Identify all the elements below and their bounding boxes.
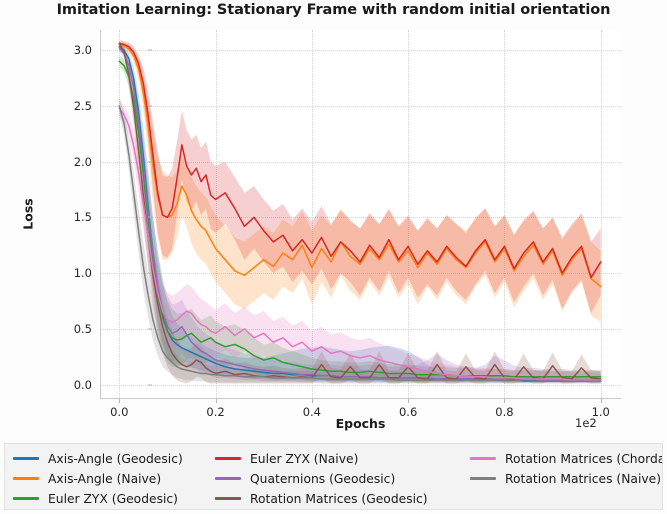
- legend-column-2: Euler ZYX (Naive) Quaternions (Geodesic) R…: [215, 449, 428, 509]
- legend-item[interactable]: Rotation Matrices (Chordal): [470, 449, 663, 468]
- y-axis-tick-labels: 0.0 0.5 1.0 1.5 2.0 2.5 3.0: [52, 30, 152, 398]
- legend-label: Rotation Matrices (Chordal): [505, 451, 663, 466]
- y-tick-mark: [148, 272, 152, 274]
- x-axis-scale-offset: 1e2: [575, 416, 597, 430]
- legend-column-1: Axis-Angle (Geodesic) Axis-Angle (Naive) E…: [13, 449, 183, 509]
- x-tick-mark: [408, 399, 410, 403]
- x-tick-label: 1.0: [591, 405, 610, 419]
- legend-label: Quaternions (Geodesic): [250, 471, 396, 486]
- y-tick-label: 1.5: [73, 210, 92, 225]
- legend-label: Euler ZYX (Naive): [250, 451, 359, 466]
- series-band: [119, 40, 601, 314]
- series-band: [119, 99, 601, 383]
- y-tick-label: 2.0: [73, 154, 92, 169]
- gridline-horizontal: [100, 105, 620, 107]
- y-tick-label: 0.0: [73, 377, 92, 392]
- legend-color-swatch: [13, 457, 39, 460]
- legend-item[interactable]: Euler ZYX (Geodesic): [13, 489, 183, 508]
- x-tick-mark: [215, 399, 217, 403]
- legend-item[interactable]: Axis-Angle (Naive): [13, 469, 183, 488]
- series-line: [118, 107, 602, 381]
- legend-label: Euler ZYX (Geodesic): [48, 491, 178, 506]
- y-axis-label-host: Loss: [21, 30, 44, 398]
- legend-color-swatch: [13, 477, 39, 480]
- x-axis-spine: [100, 398, 621, 399]
- gridline-vertical: [119, 30, 121, 398]
- legend-item[interactable]: Rotation Matrices (Geodesic): [215, 489, 428, 508]
- gridline-horizontal: [100, 328, 620, 330]
- series-band: [119, 55, 601, 383]
- legend-color-swatch: [470, 457, 496, 460]
- gridline-horizontal: [100, 273, 620, 275]
- x-axis-tick-labels: 0.0 0.2 0.4 0.6 0.8 1.0: [100, 399, 621, 419]
- legend-label: Rotation Matrices (Geodesic): [250, 491, 428, 506]
- plot-area: [100, 30, 620, 398]
- series-line: [118, 60, 602, 378]
- gridline-horizontal: [100, 50, 620, 52]
- y-tick-mark: [148, 216, 152, 218]
- y-tick-label: 1.0: [73, 266, 92, 281]
- y-tick-mark: [148, 384, 152, 386]
- series-canvas: [118, 40, 602, 384]
- x-tick-mark: [119, 399, 121, 403]
- legend-item[interactable]: Quaternions (Geodesic): [215, 469, 428, 488]
- y-tick-label: 3.0: [73, 43, 92, 58]
- series-line: [118, 47, 602, 381]
- legend-item[interactable]: Euler ZYX (Naive): [215, 449, 428, 468]
- x-axis-label: Epochs: [335, 416, 386, 431]
- y-axis-label: Loss: [20, 198, 36, 230]
- y-axis-spine: [100, 30, 101, 399]
- y-tick-mark: [148, 105, 152, 107]
- x-tick-label: 0.2: [206, 405, 225, 419]
- x-tick-mark: [600, 399, 602, 403]
- x-tick-label: 0.4: [302, 405, 321, 419]
- y-tick-label: 0.5: [73, 321, 92, 336]
- legend-item[interactable]: Axis-Angle (Geodesic): [13, 449, 183, 468]
- y-tick-label: 2.5: [73, 98, 92, 113]
- x-tick-mark: [504, 399, 506, 403]
- gridline-vertical: [600, 30, 602, 398]
- y-tick-mark: [148, 161, 152, 163]
- y-tick-mark: [148, 328, 152, 330]
- series-band: [119, 41, 601, 323]
- series-band: [119, 43, 601, 383]
- legend-color-swatch: [215, 497, 241, 500]
- legend: Axis-Angle (Geodesic) Axis-Angle (Naive) E…: [4, 443, 663, 510]
- legend-label: Axis-Angle (Naive): [48, 471, 162, 486]
- x-tick-label: 0.0: [110, 405, 129, 419]
- series-band: [119, 41, 601, 384]
- x-tick-label: 0.8: [495, 405, 514, 419]
- legend-label: Axis-Angle (Geodesic): [48, 451, 183, 466]
- legend-color-swatch: [470, 477, 496, 480]
- series-line: [118, 42, 602, 279]
- page-title: Imitation Learning: Stationary Frame wit…: [56, 2, 611, 18]
- x-tick-mark: [311, 399, 313, 403]
- legend-item[interactable]: Rotation Matrices (Naive): [470, 469, 662, 488]
- legend-label: Rotation Matrices (Naive): [505, 471, 662, 486]
- gridline-vertical: [504, 30, 506, 398]
- legend-color-swatch: [215, 477, 241, 480]
- gridline-vertical: [311, 30, 313, 398]
- series-line: [118, 105, 602, 383]
- gridline-horizontal: [100, 384, 620, 386]
- gridline-vertical: [408, 30, 410, 398]
- x-tick-label: 0.6: [398, 405, 418, 419]
- series-band: [119, 96, 601, 384]
- gridline-horizontal: [100, 217, 620, 219]
- gridline-horizontal: [100, 161, 620, 163]
- legend-color-swatch: [215, 457, 241, 460]
- legend-column-3: Rotation Matrices (Chordal) Rotation Matr…: [470, 449, 663, 489]
- series-band: [119, 44, 601, 383]
- y-tick-mark: [148, 49, 152, 51]
- gridline-vertical: [215, 30, 217, 398]
- legend-color-swatch: [13, 497, 39, 500]
